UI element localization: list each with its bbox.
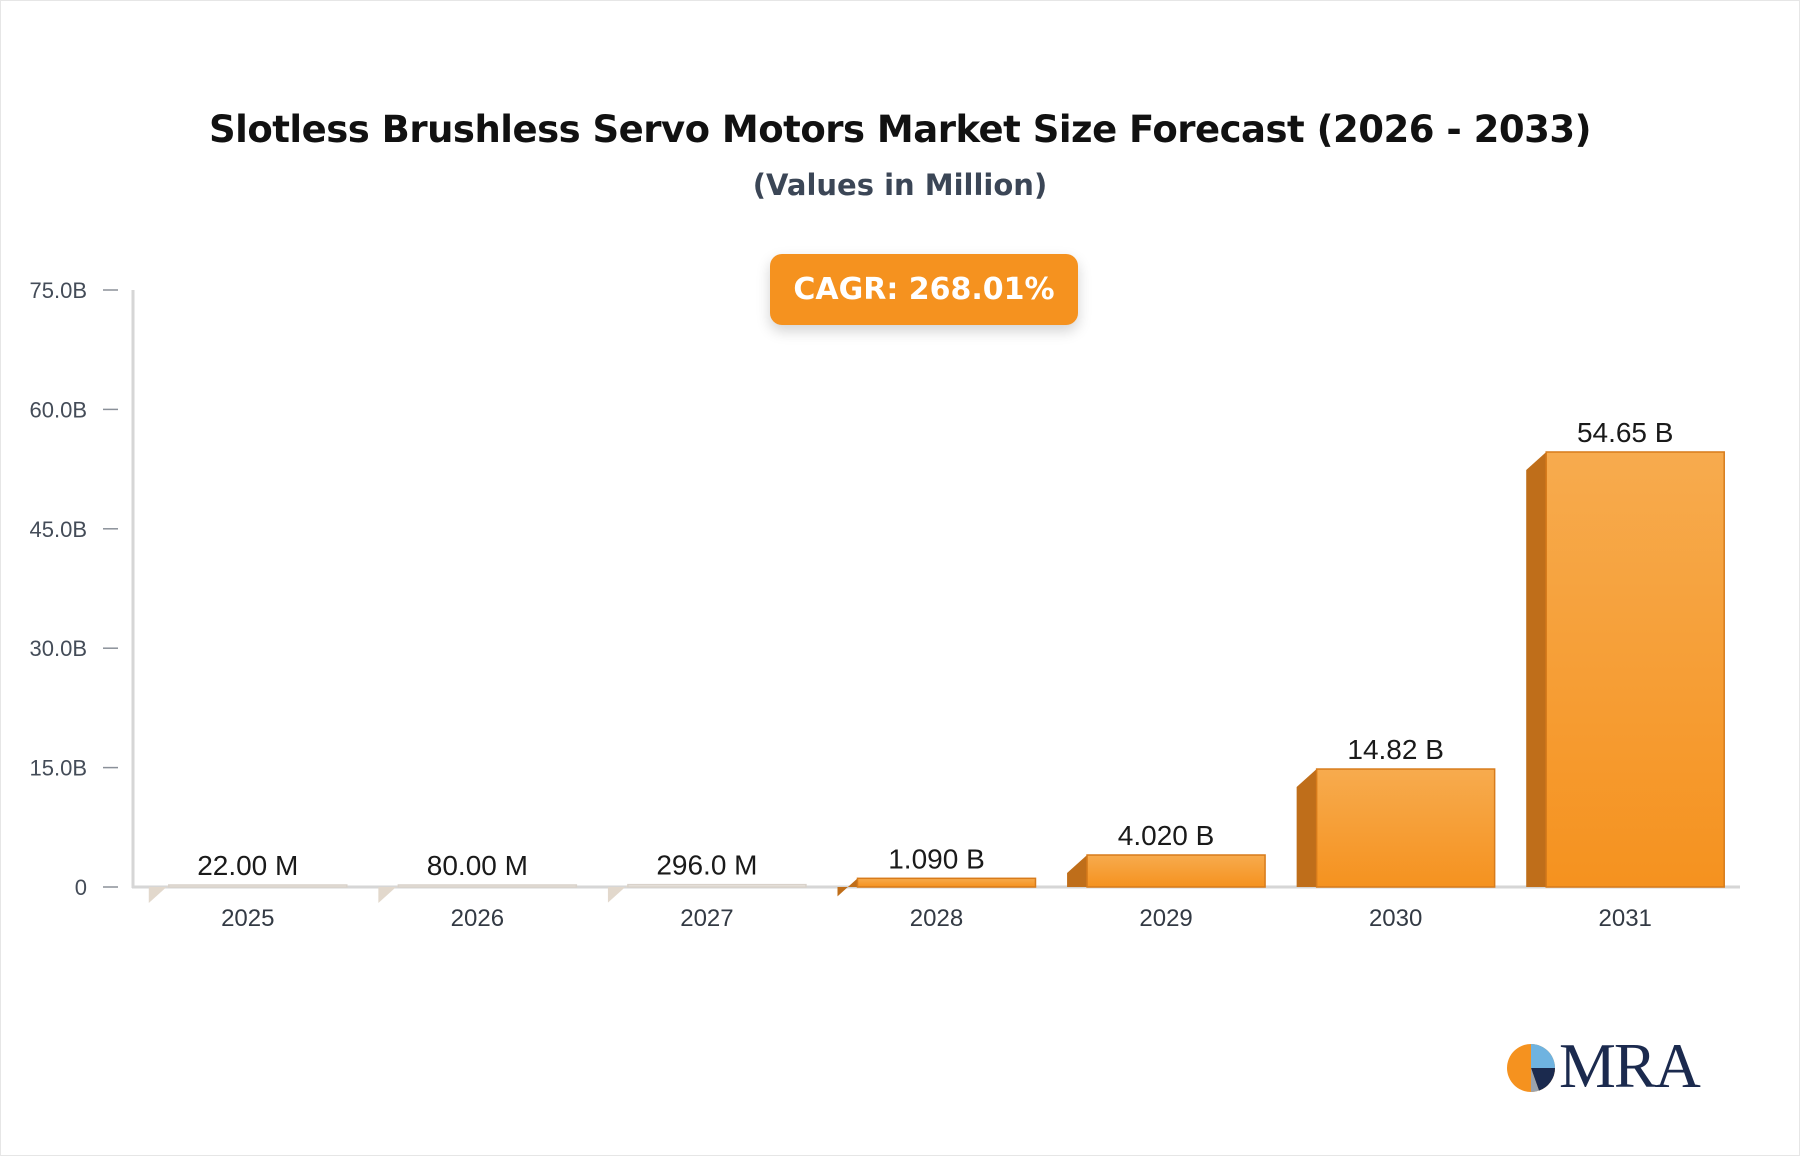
chart-subtitle: (Values in Million) (752, 168, 1048, 202)
data-label-2025: 22.00 M (197, 850, 298, 881)
bar-2027 (627, 883, 807, 888)
data-label-2027: 296.0 M (656, 850, 757, 881)
y-tick-label: 60.0B (30, 397, 88, 422)
bar-side-2027 (607, 884, 628, 903)
bar-side-2025 (148, 885, 169, 903)
bar-2028 (856, 877, 1037, 888)
bar-2030 (1315, 768, 1496, 888)
data-label-2031: 54.65 B (1577, 417, 1674, 448)
x-tick-label-2031: 2031 (1599, 905, 1652, 932)
bar-2029 (1086, 854, 1266, 888)
x-tick-label-2030: 2030 (1369, 905, 1422, 932)
pie-logo-icon (1507, 1044, 1555, 1092)
data-label-2030: 14.82 B (1347, 734, 1444, 765)
bar-2026 (397, 884, 578, 888)
logo-text: MRA (1559, 1030, 1701, 1101)
y-tick-label: 30.0B (30, 636, 88, 661)
x-tick-label-2029: 2029 (1139, 905, 1192, 932)
x-tick-label-2025: 2025 (221, 905, 274, 932)
x-tick-label-2028: 2028 (910, 905, 963, 932)
chart-labels: 0 15.0B 30.0B 45.0B 60.0B 75.0B 22.00 M 2025 80.… (30, 278, 1674, 932)
y-tick-label: 45.0B (30, 517, 88, 542)
data-label-2029: 4.020 B (1118, 820, 1215, 851)
x-tick-label-2026: 2026 (451, 905, 504, 932)
bar-side-2031 (1526, 451, 1547, 887)
y-tick-label: 0 (75, 875, 87, 900)
data-label-2028: 1.090 B (888, 843, 985, 874)
bar-2025 (168, 884, 348, 888)
bar-2031 (1545, 451, 1725, 888)
bar-side-2029 (1067, 855, 1088, 887)
mra-logo: MRA (1505, 1032, 1701, 1100)
bar-side-2026 (378, 885, 399, 903)
cagr-badge: CAGR: 268.01% (770, 254, 1078, 325)
x-tick-label-2027: 2027 (680, 905, 733, 932)
y-tick-label: 75.0B (30, 278, 88, 303)
chart-bars (148, 451, 1725, 903)
chart-title: Slotless Brushless Servo Motors Market S… (209, 108, 1591, 151)
y-tick-label: 15.0B (30, 756, 88, 781)
bar-side-2030 (1296, 769, 1317, 887)
bar-side-2028 (837, 878, 858, 897)
data-label-2026: 80.00 M (427, 850, 528, 881)
